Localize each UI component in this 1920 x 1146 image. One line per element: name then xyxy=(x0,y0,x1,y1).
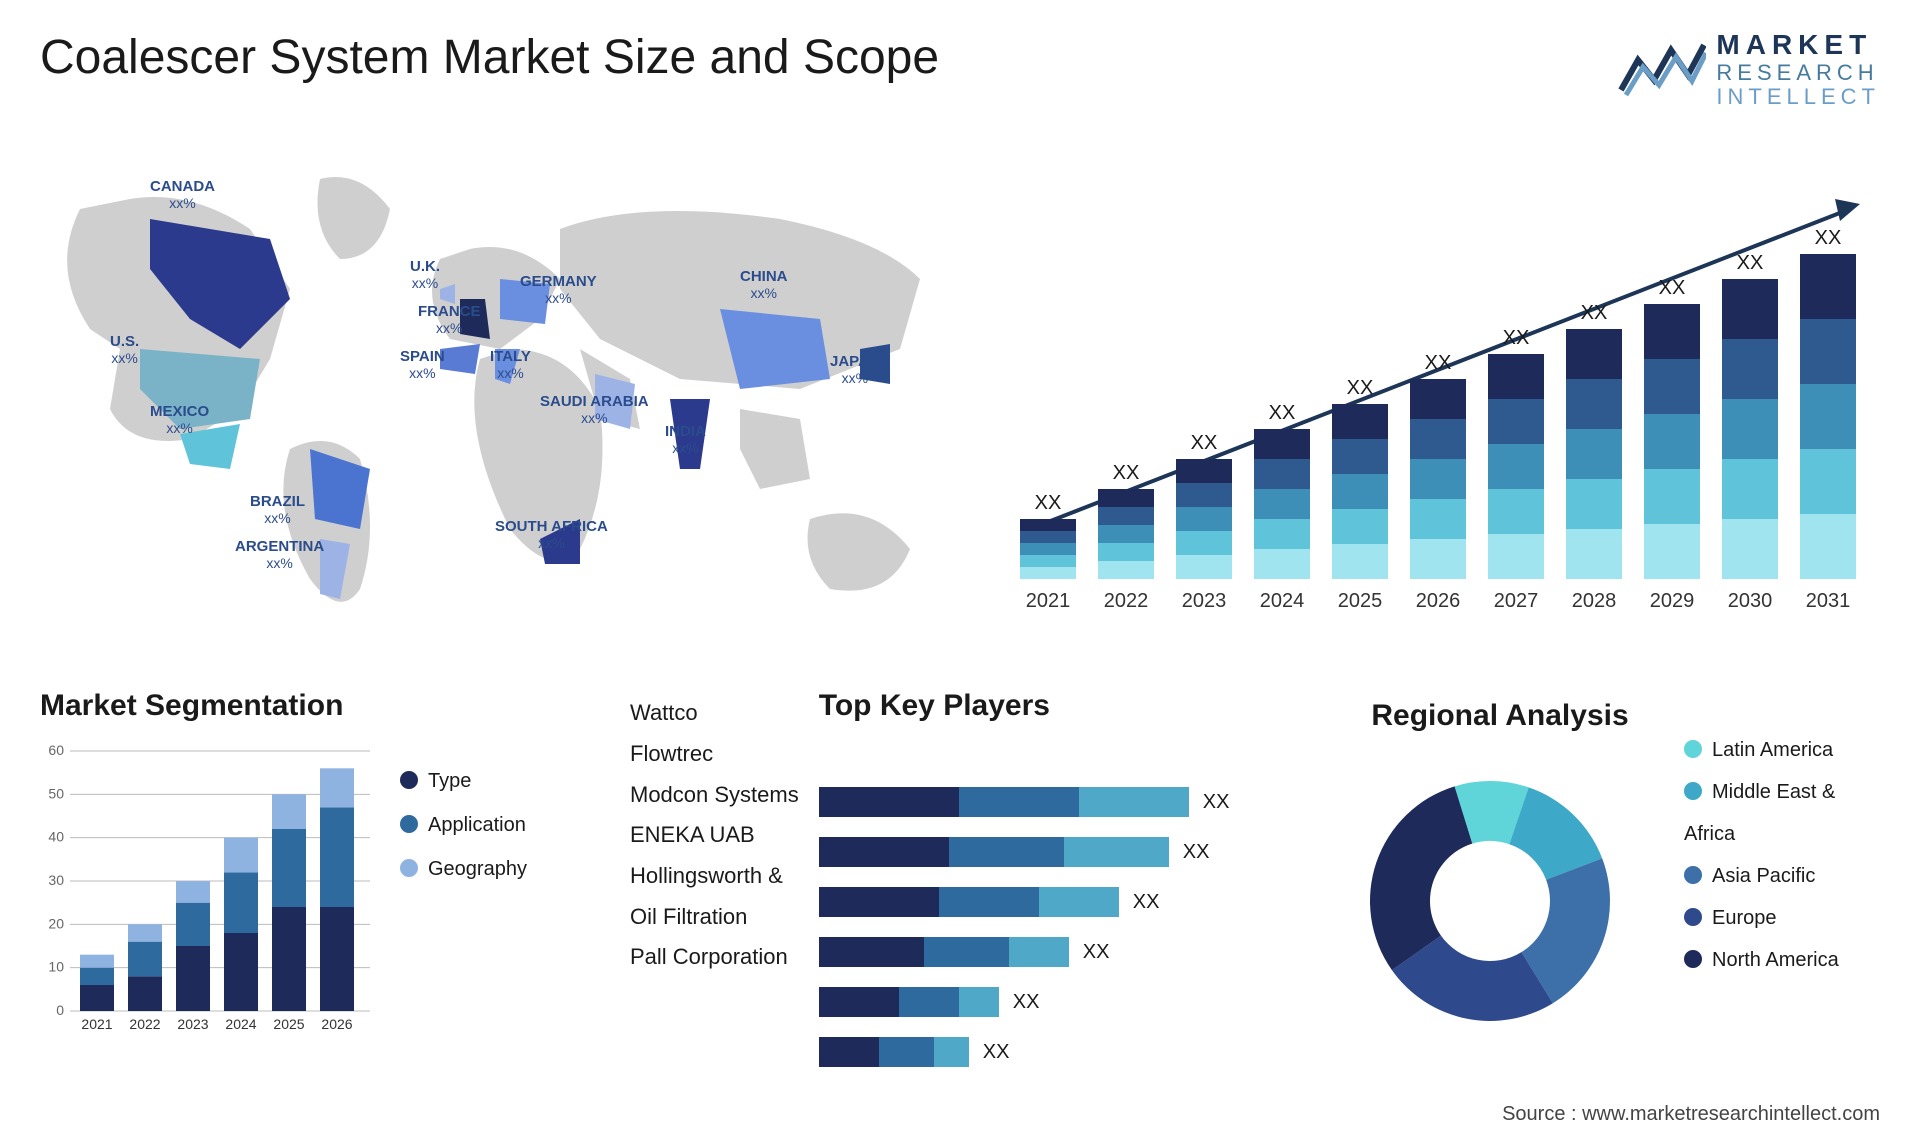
map-label-italy: ITALYxx% xyxy=(490,349,531,381)
player-bar-row: XX xyxy=(819,931,1310,973)
svg-text:XX: XX xyxy=(1581,302,1608,324)
map-label-spain: SPAINxx% xyxy=(400,349,445,381)
players-block: WattcoFlowtrecModcon SystemsENEKA UABHol… xyxy=(630,689,1310,1081)
seg-legend-item: Type xyxy=(400,759,527,803)
segmentation-title: Market Segmentation xyxy=(40,689,380,723)
svg-text:XX: XX xyxy=(1425,352,1452,374)
regional-legend-item: Europe xyxy=(1684,897,1880,939)
svg-text:2026: 2026 xyxy=(1416,590,1461,612)
svg-text:2030: 2030 xyxy=(1728,590,1773,612)
segmentation-block: Market Segmentation 0 10 20 30 40 50 60 2021 202… xyxy=(40,689,600,1081)
svg-text:50: 50 xyxy=(48,786,64,802)
svg-text:60: 60 xyxy=(48,742,64,758)
svg-text:XX: XX xyxy=(1191,432,1218,454)
player-name: Flowtrec xyxy=(630,734,799,775)
brand-line2: RESEARCH xyxy=(1716,61,1880,85)
segmentation-legend: TypeApplicationGeography xyxy=(400,689,527,1081)
svg-text:XX: XX xyxy=(1347,377,1374,399)
svg-text:2026: 2026 xyxy=(321,1016,352,1032)
svg-text:2023: 2023 xyxy=(1182,590,1227,612)
svg-text:XX: XX xyxy=(1737,252,1764,274)
svg-text:10: 10 xyxy=(48,959,64,975)
player-bars: XX XX XX XX XX XX xyxy=(819,741,1310,1073)
brand-logo-icon xyxy=(1616,35,1706,105)
regional-legend-item: Asia Pacific xyxy=(1684,855,1880,897)
svg-text:0: 0 xyxy=(56,1002,64,1018)
svg-text:2031: 2031 xyxy=(1806,590,1851,612)
map-label-saudi-arabia: SAUDI ARABIAxx% xyxy=(540,394,649,426)
map-label-u-k-: U.K.xx% xyxy=(410,259,440,291)
player-name: Pall Corporation xyxy=(630,937,799,978)
regional-legend: Latin AmericaMiddle East & AfricaAsia Pa… xyxy=(1684,689,1880,1081)
svg-text:2021: 2021 xyxy=(81,1016,112,1032)
regional-legend-item: Middle East & Africa xyxy=(1684,771,1880,855)
map-label-japan: JAPANxx% xyxy=(830,354,880,386)
svg-text:2025: 2025 xyxy=(273,1016,304,1032)
brand-line1: MARKET xyxy=(1716,30,1880,61)
svg-text:2027: 2027 xyxy=(1494,590,1539,612)
svg-text:XX: XX xyxy=(1815,227,1842,249)
map-label-mexico: MEXICOxx% xyxy=(150,404,209,436)
brand-line3: INTELLECT xyxy=(1716,85,1880,109)
seg-legend-item: Application xyxy=(400,803,527,847)
svg-text:XX: XX xyxy=(1035,492,1062,514)
svg-text:20: 20 xyxy=(48,916,64,932)
svg-text:2029: 2029 xyxy=(1650,590,1695,612)
regional-legend-item: Latin America xyxy=(1684,729,1880,771)
source-text: Source : www.marketresearchintellect.com xyxy=(1502,1103,1880,1126)
svg-text:XX: XX xyxy=(1269,402,1296,424)
map-label-france: FRANCExx% xyxy=(418,304,481,336)
svg-text:2022: 2022 xyxy=(1104,590,1149,612)
map-label-south-africa: SOUTH AFRICAxx% xyxy=(495,519,608,551)
forecast-chart: XX 2021 XX 2022 XX 2023 XX 2024 XX 2025 XX 2026 XX 20… xyxy=(1000,149,1880,629)
seg-legend-item: Geography xyxy=(400,847,527,891)
map-label-brazil: BRAZILxx% xyxy=(250,494,305,526)
world-map-svg xyxy=(40,149,960,629)
svg-text:2024: 2024 xyxy=(1260,590,1305,612)
player-name: Oil Filtration xyxy=(630,897,799,938)
map-label-u-s-: U.S.xx% xyxy=(110,334,139,366)
regional-block: Regional Analysis Latin AmericaMiddle Ea… xyxy=(1340,689,1880,1081)
player-bar-row: XX xyxy=(819,831,1310,873)
svg-text:2028: 2028 xyxy=(1572,590,1617,612)
regional-title: Regional Analysis xyxy=(1340,699,1660,733)
player-bar-row: XX xyxy=(819,881,1310,923)
svg-text:2024: 2024 xyxy=(225,1016,256,1032)
svg-text:XX: XX xyxy=(1503,327,1530,349)
svg-text:2025: 2025 xyxy=(1338,590,1383,612)
player-name: Modcon Systems xyxy=(630,775,799,816)
regional-legend-item: North America xyxy=(1684,939,1880,981)
svg-text:30: 30 xyxy=(48,872,64,888)
map-label-germany: GERMANYxx% xyxy=(520,274,597,306)
player-bar-row: XX xyxy=(819,781,1310,823)
player-name: Hollingsworth & xyxy=(630,856,799,897)
players-title: Top Key Players xyxy=(819,689,1310,723)
map-label-argentina: ARGENTINAxx% xyxy=(235,539,324,571)
svg-text:2023: 2023 xyxy=(177,1016,208,1032)
map-label-canada: CANADAxx% xyxy=(150,179,215,211)
svg-text:2021: 2021 xyxy=(1026,590,1071,612)
brand-block: MARKET RESEARCH INTELLECT xyxy=(1616,30,1880,109)
world-map: CANADAxx% U.S.xx% MEXICOxx% BRAZILxx% ARGENT… xyxy=(40,149,960,629)
svg-text:XX: XX xyxy=(1113,462,1140,484)
map-label-china: CHINAxx% xyxy=(740,269,788,301)
svg-text:2022: 2022 xyxy=(129,1016,160,1032)
svg-text:40: 40 xyxy=(48,829,64,845)
page-title: Coalescer System Market Size and Scope xyxy=(40,30,939,85)
svg-text:XX: XX xyxy=(1659,277,1686,299)
player-names-list: WattcoFlowtrecModcon SystemsENEKA UABHol… xyxy=(630,689,799,1081)
player-name: ENEKA UAB xyxy=(630,815,799,856)
map-label-india: INDIAxx% xyxy=(665,424,706,456)
player-bar-row: XX xyxy=(819,981,1310,1023)
player-bar-row: XX xyxy=(819,1031,1310,1073)
player-name: Wattco xyxy=(630,693,799,734)
